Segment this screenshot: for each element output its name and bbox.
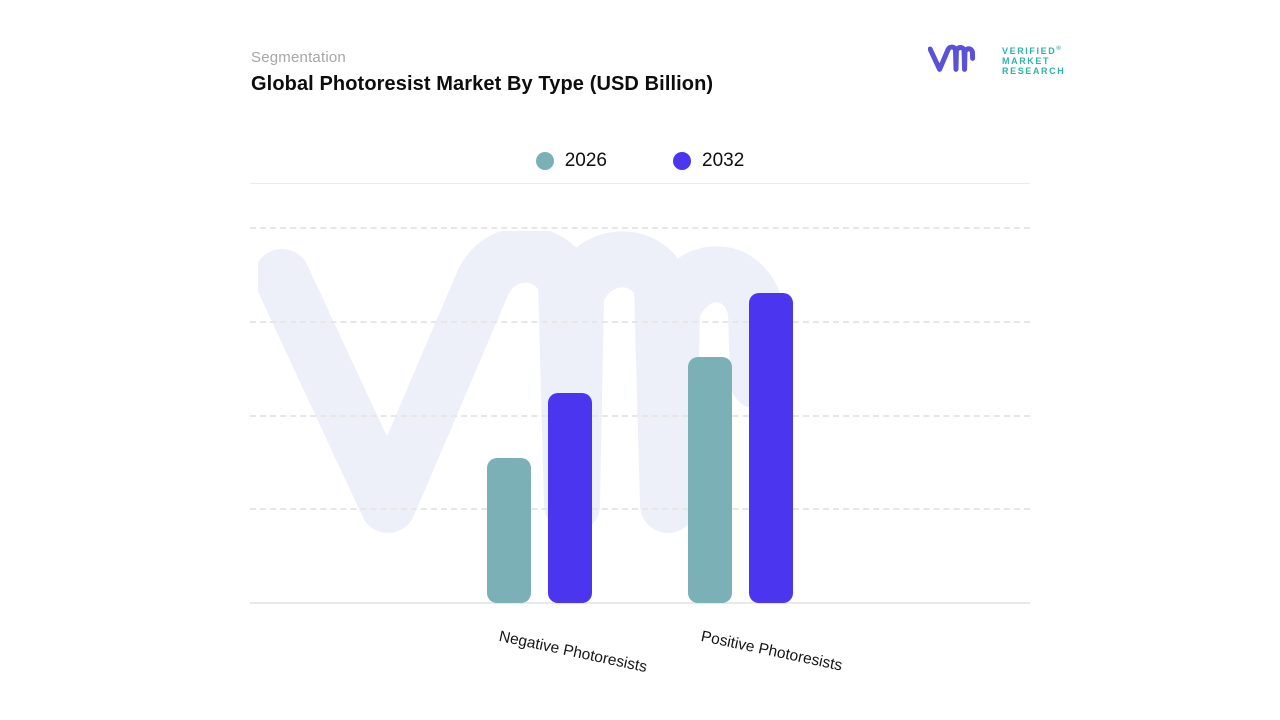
legend-item-2026[interactable]: 2026	[535, 150, 607, 172]
chart-title-main: Global Photoresist Market By Type	[251, 73, 585, 95]
brand-line-3: RESEARCH	[1002, 66, 1066, 76]
x-axis-baseline	[250, 602, 1030, 604]
bar-2026-negative-photoresists[interactable]	[487, 458, 531, 603]
x-axis-label-negative-photoresists: Negative Photoresists	[497, 628, 649, 676]
vmr-watermark-logo	[258, 231, 786, 533]
chart-title-unit: (USD Billion)	[589, 73, 714, 95]
brand-line-1: VERIFIED	[1002, 46, 1057, 56]
legend-label-2026: 2026	[564, 150, 607, 171]
bar-2026-positive-photoresists[interactable]	[688, 357, 732, 603]
brand-wordmark: VERIFIED® MARKET RESEARCH	[1002, 44, 1065, 76]
bar-2032-negative-photoresists[interactable]	[548, 393, 592, 603]
brand-line-2: MARKET	[1002, 56, 1051, 66]
legend-label-2032: 2032	[702, 150, 745, 171]
chart-eyebrow: Segmentation	[251, 49, 346, 66]
x-axis-label-positive-photoresists: Positive Photoresists	[699, 628, 844, 675]
gridline-layer	[250, 227, 1030, 603]
gridline-1	[250, 508, 1030, 511]
chart-title: Global Photoresist Market By Type (USD B…	[251, 73, 713, 96]
bars-layer	[250, 228, 1030, 603]
gridline-4	[250, 227, 1030, 229]
legend-dot-2026	[535, 152, 554, 170]
header-divider-line	[250, 183, 1030, 184]
vmr-monogram-icon	[928, 44, 976, 72]
chart-header: Segmentation Global Photoresist Market B…	[251, 49, 713, 96]
legend-dot-2032	[673, 152, 691, 170]
registered-trademark-icon: ®	[1056, 46, 1061, 52]
chart-legend: 2026 2032	[250, 146, 1030, 176]
brand-logo: VERIFIED® MARKET RESEARCH	[928, 40, 1065, 77]
plot-area	[250, 227, 1030, 603]
gridline-3	[250, 320, 1030, 323]
legend-item-2032[interactable]: 2032	[673, 150, 744, 172]
bar-2032-positive-photoresists[interactable]	[749, 293, 793, 603]
gridline-2	[250, 414, 1030, 417]
